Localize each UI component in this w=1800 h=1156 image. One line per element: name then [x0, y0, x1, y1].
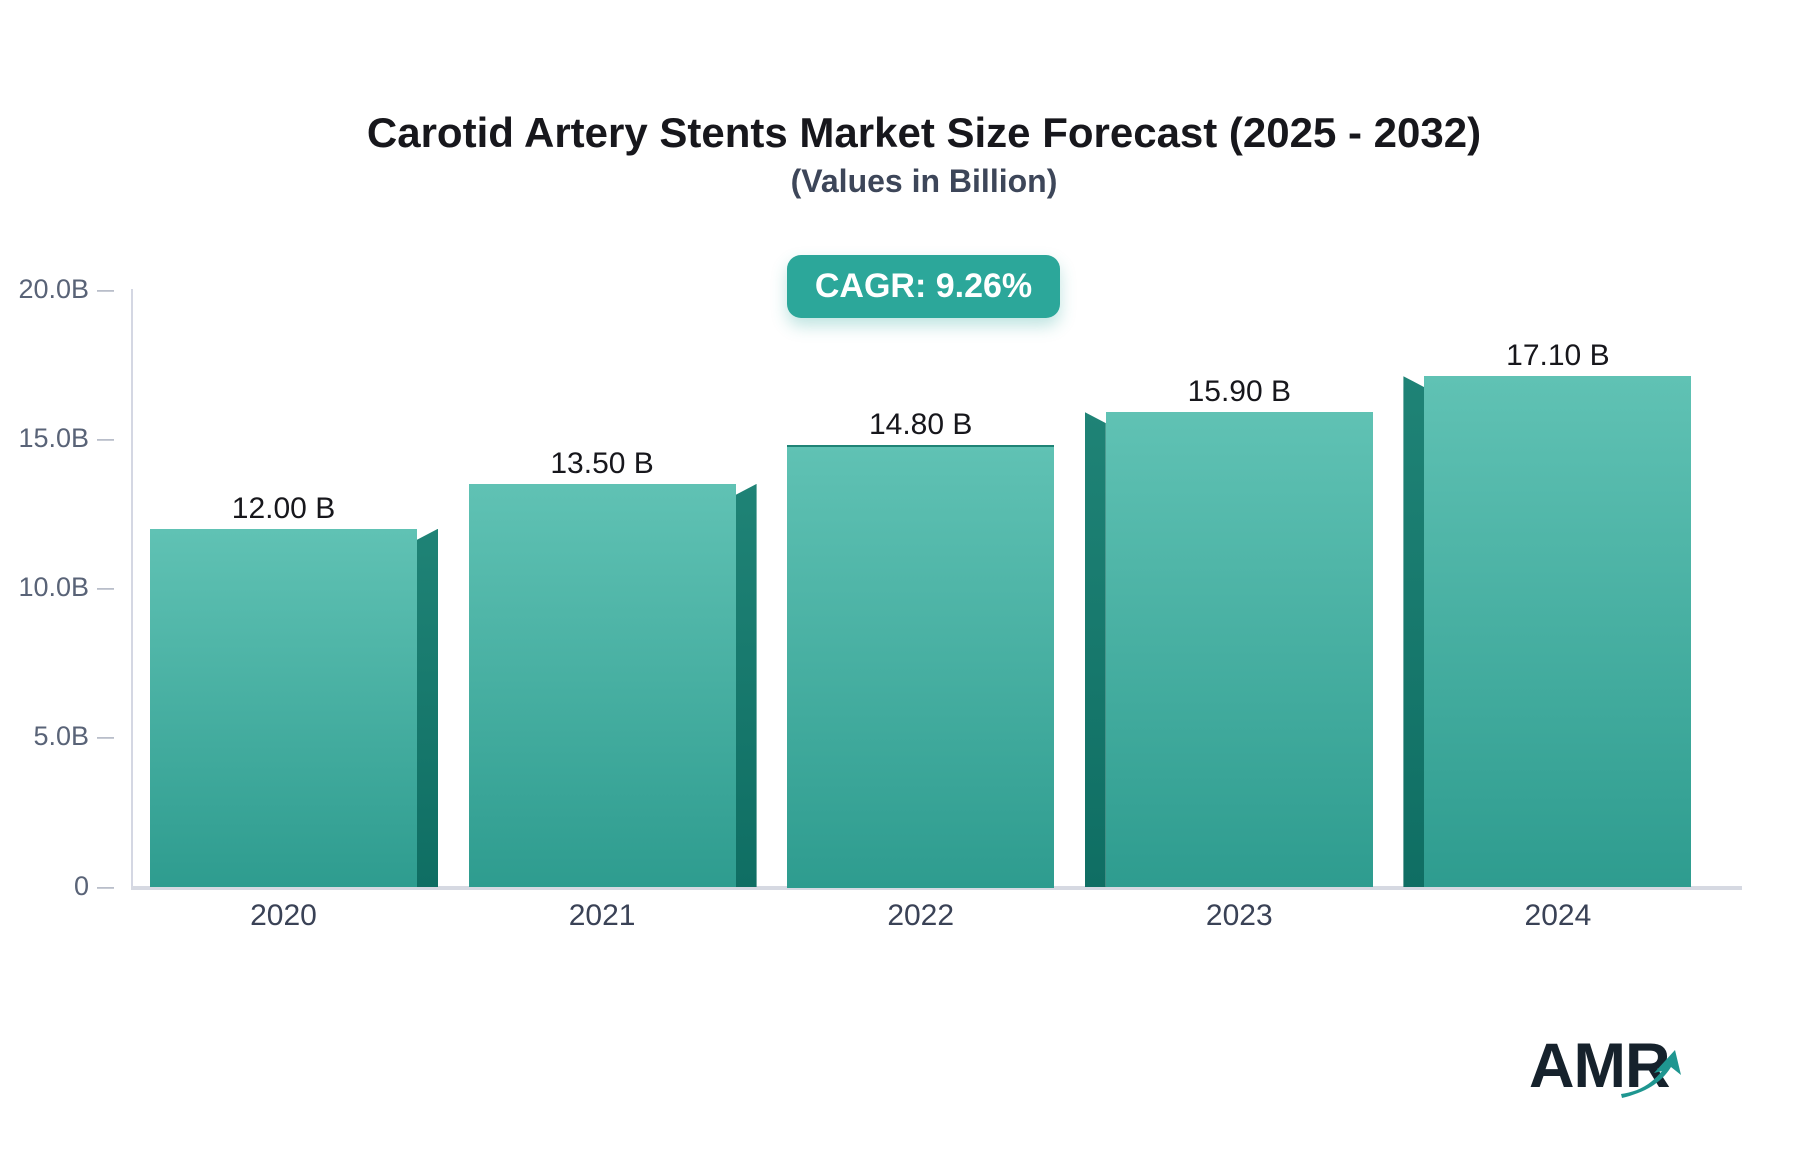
svg-text:AMR: AMR	[1529, 1031, 1670, 1100]
